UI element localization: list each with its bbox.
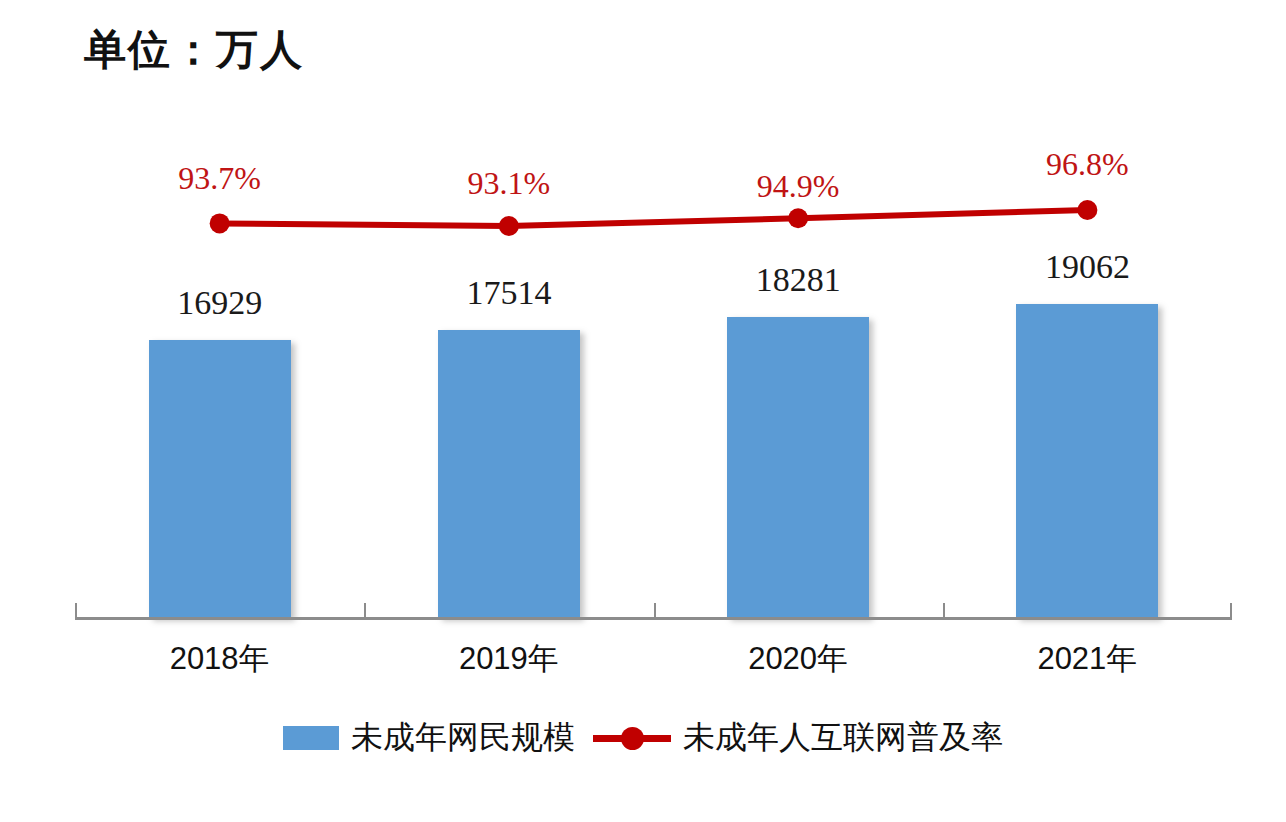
bar-value-label: 18281	[756, 263, 841, 297]
x-axis-label-2021: 2021年	[943, 638, 1232, 680]
bar-2018	[149, 340, 291, 618]
legend-label: 未成年人互联网普及率	[683, 716, 1003, 760]
legend: 未成年网民规模 未成年人互联网普及率	[0, 716, 1286, 760]
x-axis-tick	[654, 603, 656, 617]
bar-value-label: 17514	[466, 276, 551, 310]
x-axis-label-2020: 2020年	[654, 638, 943, 680]
x-axis-tick	[364, 603, 366, 617]
chart-canvas: 单位：万人 16929 17514 18281 19062 2018年 2019…	[0, 0, 1286, 822]
legend-item-penetration-rate: 未成年人互联网普及率	[593, 716, 1003, 760]
bar-value-label: 16929	[177, 286, 262, 320]
legend-bar-swatch-icon	[283, 726, 339, 750]
legend-item-netizen-scale: 未成年网民规模	[283, 716, 575, 760]
line-point-label-2020: 94.9%	[757, 170, 840, 202]
bar-2021	[1016, 304, 1158, 618]
x-axis-line	[75, 617, 1232, 620]
legend-line-dot-swatch-icon	[593, 726, 671, 750]
x-axis-label-2019: 2019年	[364, 638, 653, 680]
line-point-label-2019: 93.1%	[468, 167, 551, 199]
bar-2020	[727, 317, 869, 618]
x-axis-label-2018: 2018年	[75, 638, 364, 680]
line-point-label-2018: 93.7%	[178, 162, 261, 194]
x-axis-tick	[75, 603, 77, 617]
unit-label: 单位：万人	[84, 22, 304, 78]
x-axis-tick	[943, 603, 945, 617]
x-axis-tick	[1230, 603, 1232, 617]
legend-label: 未成年网民规模	[351, 716, 575, 760]
bar-2019	[438, 330, 580, 618]
bar-value-label: 19062	[1045, 250, 1130, 284]
line-point-label-2021: 96.8%	[1046, 148, 1129, 180]
x-axis-labels: 2018年 2019年 2020年 2021年	[75, 638, 1232, 680]
